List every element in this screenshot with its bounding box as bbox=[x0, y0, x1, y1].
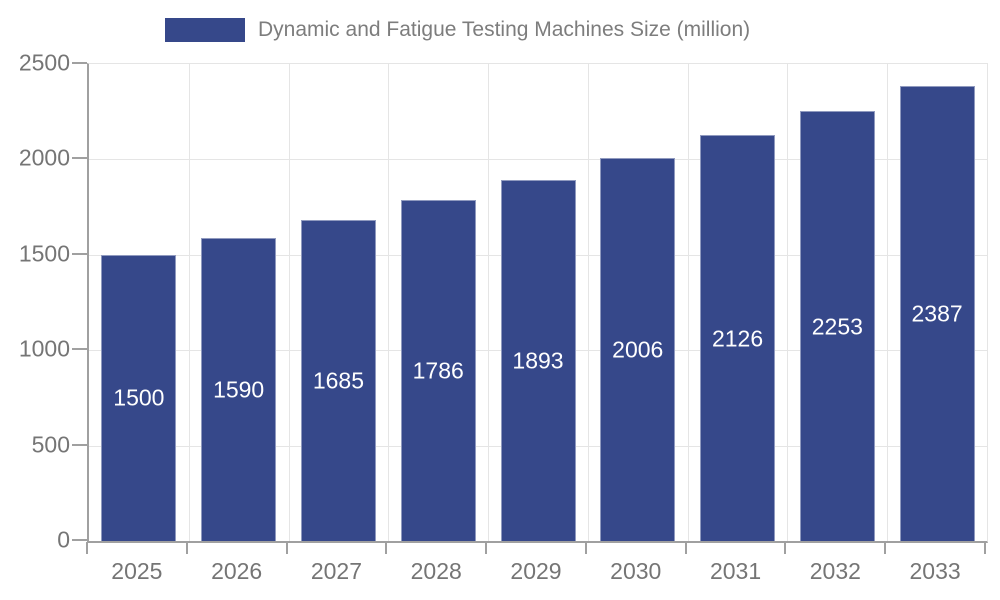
bar-value-label: 2006 bbox=[612, 336, 664, 363]
x-axis-tick-label: 2030 bbox=[610, 558, 662, 584]
v-gridline bbox=[388, 64, 390, 541]
bar-value-label: 2126 bbox=[711, 325, 764, 352]
x-axis-tick-label: 2031 bbox=[709, 558, 762, 584]
y-tick-mark bbox=[72, 62, 87, 64]
h-gridline bbox=[89, 159, 987, 161]
y-axis-tick-label: 2000 bbox=[18, 144, 70, 171]
x-axis-tick-label: 2026 bbox=[211, 558, 263, 584]
v-gridline bbox=[188, 64, 190, 541]
y-tick-mark bbox=[72, 157, 87, 160]
x-axis-tick-label: 2028 bbox=[410, 558, 462, 584]
legend-label: Dynamic and Fatigue Testing Machines Siz… bbox=[258, 18, 751, 41]
bar: 1590 bbox=[201, 237, 277, 541]
bar: 1500 bbox=[101, 254, 177, 541]
bar-value-label: 1590 bbox=[213, 376, 265, 403]
bar: 1685 bbox=[300, 219, 376, 541]
x-axis-tick-label: 2025 bbox=[111, 558, 163, 584]
x-tick-mark bbox=[285, 542, 288, 554]
bar-value-label: 2387 bbox=[911, 300, 963, 327]
y-axis-tick-label: 0 bbox=[57, 526, 70, 553]
x-tick-mark bbox=[385, 542, 388, 554]
x-tick-mark bbox=[86, 542, 88, 554]
bar: 2006 bbox=[600, 158, 676, 541]
x-tick-mark bbox=[684, 542, 687, 554]
v-gridline bbox=[488, 64, 490, 541]
bar: 2387 bbox=[899, 85, 975, 541]
v-gridline bbox=[587, 64, 589, 541]
v-gridline bbox=[687, 64, 689, 541]
y-tick-mark bbox=[72, 348, 87, 351]
v-gridline bbox=[288, 64, 290, 541]
x-tick-mark bbox=[984, 542, 986, 554]
x-axis-tick-label: 2027 bbox=[310, 558, 363, 584]
x-tick-mark bbox=[584, 542, 587, 554]
y-tick-mark bbox=[72, 252, 87, 255]
y-axis-tick-label: 1500 bbox=[18, 240, 70, 267]
bar-value-label: 1685 bbox=[312, 367, 365, 394]
x-tick-mark bbox=[884, 542, 887, 554]
x-tick-mark bbox=[485, 542, 488, 554]
bar-value-label: 1786 bbox=[412, 357, 464, 384]
x-tick-mark bbox=[185, 542, 188, 554]
legend-swatch bbox=[165, 18, 245, 42]
y-axis-tick-label: 2500 bbox=[18, 49, 70, 76]
x-tick-mark bbox=[784, 542, 787, 554]
bar-value-label: 2253 bbox=[811, 313, 863, 340]
bar: 1893 bbox=[500, 179, 576, 541]
chart-legend: Dynamic and Fatigue Testing Machines Siz… bbox=[165, 18, 750, 42]
x-axis-tick-label: 2029 bbox=[510, 558, 562, 584]
bar: 2253 bbox=[799, 111, 875, 541]
plot-area: 1500 1590 1685 1786 1893 2006 2126 2253 2387 bbox=[87, 63, 988, 543]
v-gridline bbox=[787, 64, 789, 541]
v-gridline bbox=[887, 64, 889, 541]
y-axis-tick-label: 1000 bbox=[18, 335, 70, 362]
x-axis-tick-label: 2033 bbox=[909, 558, 961, 584]
y-tick-mark bbox=[72, 443, 87, 446]
bar-value-label: 1500 bbox=[113, 384, 165, 411]
bar: 2126 bbox=[700, 135, 776, 541]
y-axis-tick-label: 500 bbox=[31, 431, 70, 458]
bar: 1786 bbox=[400, 200, 476, 541]
bar-value-label: 1893 bbox=[512, 347, 564, 374]
x-axis-tick-label: 2032 bbox=[809, 558, 861, 584]
y-tick-mark bbox=[72, 539, 87, 541]
